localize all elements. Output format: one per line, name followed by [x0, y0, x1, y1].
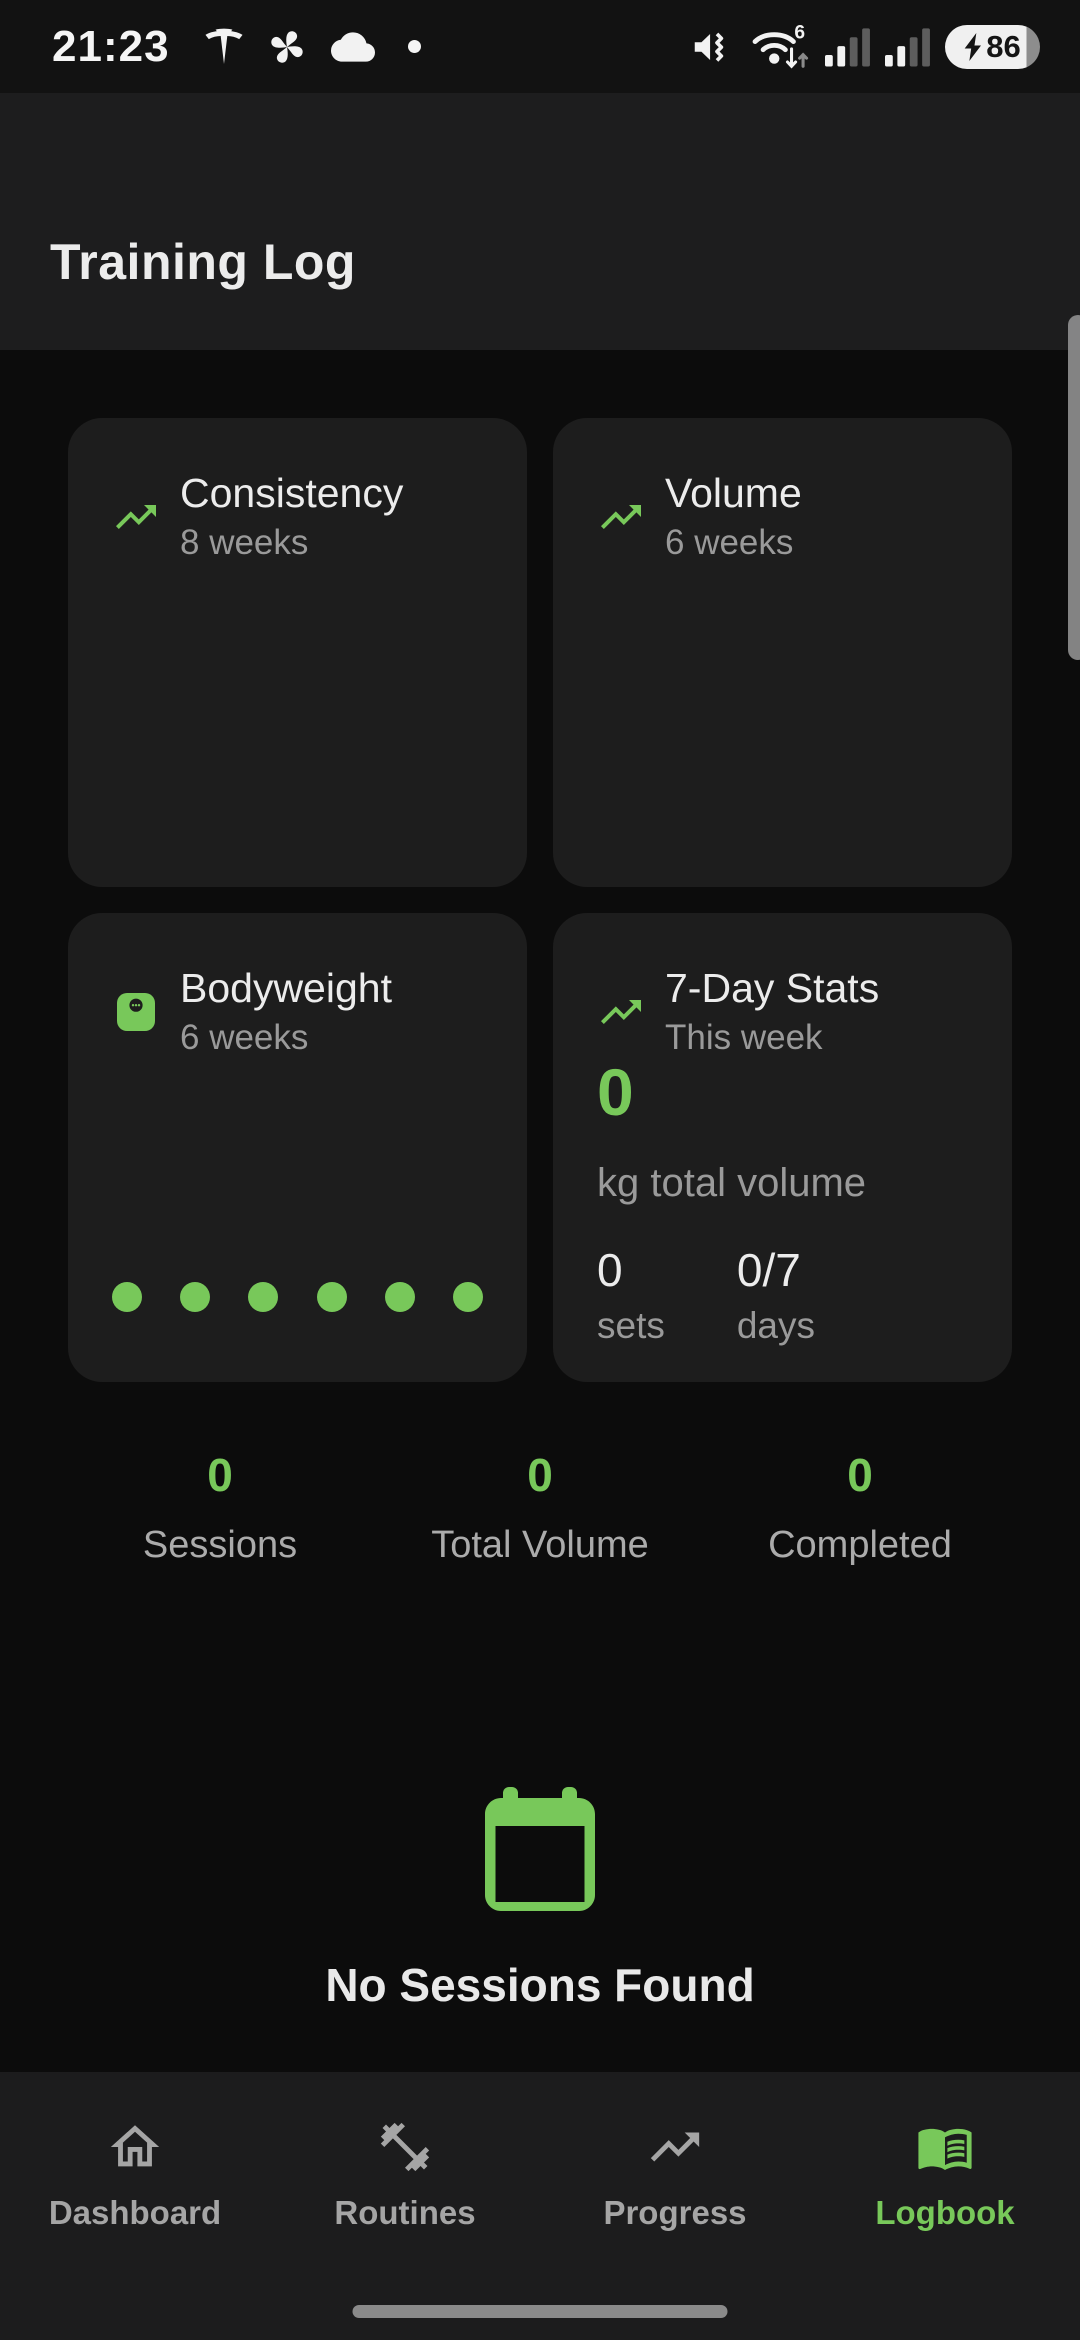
wifi-6-icon: 6: [749, 22, 811, 72]
total-volume-value: 0: [597, 1055, 634, 1129]
bodyweight-dot: [112, 1282, 142, 1312]
card-header: Volume 6 weeks: [597, 470, 968, 563]
page-title: Training Log: [50, 234, 356, 290]
days-value: 0/7: [736, 1244, 801, 1296]
nav-item-logbook[interactable]: Logbook: [810, 2072, 1080, 2340]
svg-text:6: 6: [794, 22, 805, 43]
completed-stat: 0 Completed: [700, 1452, 1020, 1567]
cloud-icon: [328, 25, 378, 69]
card-subtitle: 6 weeks: [665, 523, 794, 563]
sessions-stat: 0 Sessions: [60, 1452, 380, 1567]
signal-bars-icon-2: [885, 24, 931, 70]
charging-bolt-icon: [964, 32, 982, 61]
empty-state: No Sessions Found: [0, 1787, 1080, 2012]
book-open-icon: [916, 2118, 974, 2176]
nav-item-dashboard[interactable]: Dashboard: [0, 2072, 270, 2340]
battery-indicator: 86: [945, 24, 1040, 69]
total-volume-label: Total Volume: [431, 1524, 649, 1566]
sessions-label: Sessions: [142, 1524, 298, 1566]
days-label: days: [736, 1305, 816, 1346]
consistency-card[interactable]: Consistency 8 weeks: [68, 418, 527, 887]
calendar-icon: [485, 1787, 595, 1911]
sets-label: sets: [597, 1305, 665, 1346]
card-subtitle: 6 weeks: [180, 1018, 309, 1058]
mute-vibrate-icon: [689, 24, 735, 70]
total-volume-value: 0: [527, 1449, 553, 1501]
card-header: Bodyweight 6 weeks: [112, 965, 483, 1058]
empty-state-message: No Sessions Found: [325, 1959, 755, 2011]
summary-stats-row: 0 Sessions 0 Total Volume 0 Completed: [60, 1452, 1020, 1567]
bodyweight-card[interactable]: Bodyweight 6 weeks: [68, 913, 527, 1382]
battery-percent: 86: [986, 28, 1021, 64]
card-header: Consistency 8 weeks: [112, 470, 483, 563]
notification-dot-icon: [407, 40, 421, 53]
status-bar-right: 6: [689, 22, 1040, 72]
completed-value: 0: [847, 1449, 873, 1501]
bodyweight-dot: [180, 1282, 211, 1312]
nav-item-progress[interactable]: Progress: [540, 2072, 810, 2340]
nav-label: Routines: [334, 2194, 476, 2231]
card-title: 7-Day Stats: [665, 965, 880, 1011]
app-header: Training Log: [0, 93, 1080, 350]
bodyweight-dot: [316, 1282, 347, 1312]
completed-label: Completed: [768, 1524, 952, 1566]
bodyweight-dot: [384, 1282, 415, 1312]
tesla-icon: [202, 25, 246, 69]
card-subtitle: This week: [665, 1018, 823, 1058]
trending-up-icon: [597, 493, 645, 541]
stats-card-grid: Consistency 8 weeks Volume 6 weeks: [68, 418, 1012, 1382]
sessions-value: 0: [207, 1449, 233, 1501]
total-volume-label: kg total volume: [597, 1161, 867, 1205]
nav-item-routines[interactable]: Routines: [270, 2072, 540, 2340]
trending-up-icon: [112, 493, 160, 541]
card-subtitle: 8 weeks: [180, 523, 309, 563]
card-title: Consistency: [180, 470, 404, 516]
status-bar-left: 21:23: [52, 22, 421, 72]
bottom-navigation: Dashboard Routines Progress: [0, 2072, 1080, 2340]
scale-icon: [112, 988, 160, 1036]
scrollbar-thumb[interactable]: [1068, 315, 1080, 660]
card-title: Bodyweight: [180, 965, 392, 1011]
trending-up-icon: [646, 2118, 704, 2176]
signal-bars-icon: [825, 24, 871, 70]
card-header: 7-Day Stats This week: [597, 965, 968, 1058]
sets-substat: 0 sets: [597, 1247, 665, 1347]
bodyweight-dot: [452, 1282, 483, 1312]
bodyweight-dot: [248, 1282, 279, 1312]
trending-up-icon: [597, 988, 645, 1036]
home-icon: [106, 2118, 164, 2176]
sets-value: 0: [597, 1244, 623, 1296]
clock: 21:23: [52, 21, 170, 71]
bodyweight-dot-chart: [112, 1282, 483, 1312]
card-title: Volume: [665, 470, 802, 516]
status-bar: 21:23: [0, 0, 1080, 93]
seven-day-stats-card[interactable]: 7-Day Stats This week 0 kg total volume …: [553, 913, 1012, 1382]
days-substat: 0/7 days: [737, 1247, 815, 1347]
dumbbell-icon: [376, 2118, 434, 2176]
nav-label: Logbook: [875, 2194, 1015, 2231]
fan-icon: [266, 26, 308, 68]
total-volume-stat: 0 Total Volume: [380, 1452, 700, 1567]
home-indicator[interactable]: [352, 2305, 728, 2318]
nav-label: Dashboard: [48, 2194, 222, 2231]
volume-card[interactable]: Volume 6 weeks: [553, 418, 1012, 887]
substats-row: 0 sets 0/7 days: [597, 1247, 815, 1347]
nav-label: Progress: [603, 2194, 747, 2231]
